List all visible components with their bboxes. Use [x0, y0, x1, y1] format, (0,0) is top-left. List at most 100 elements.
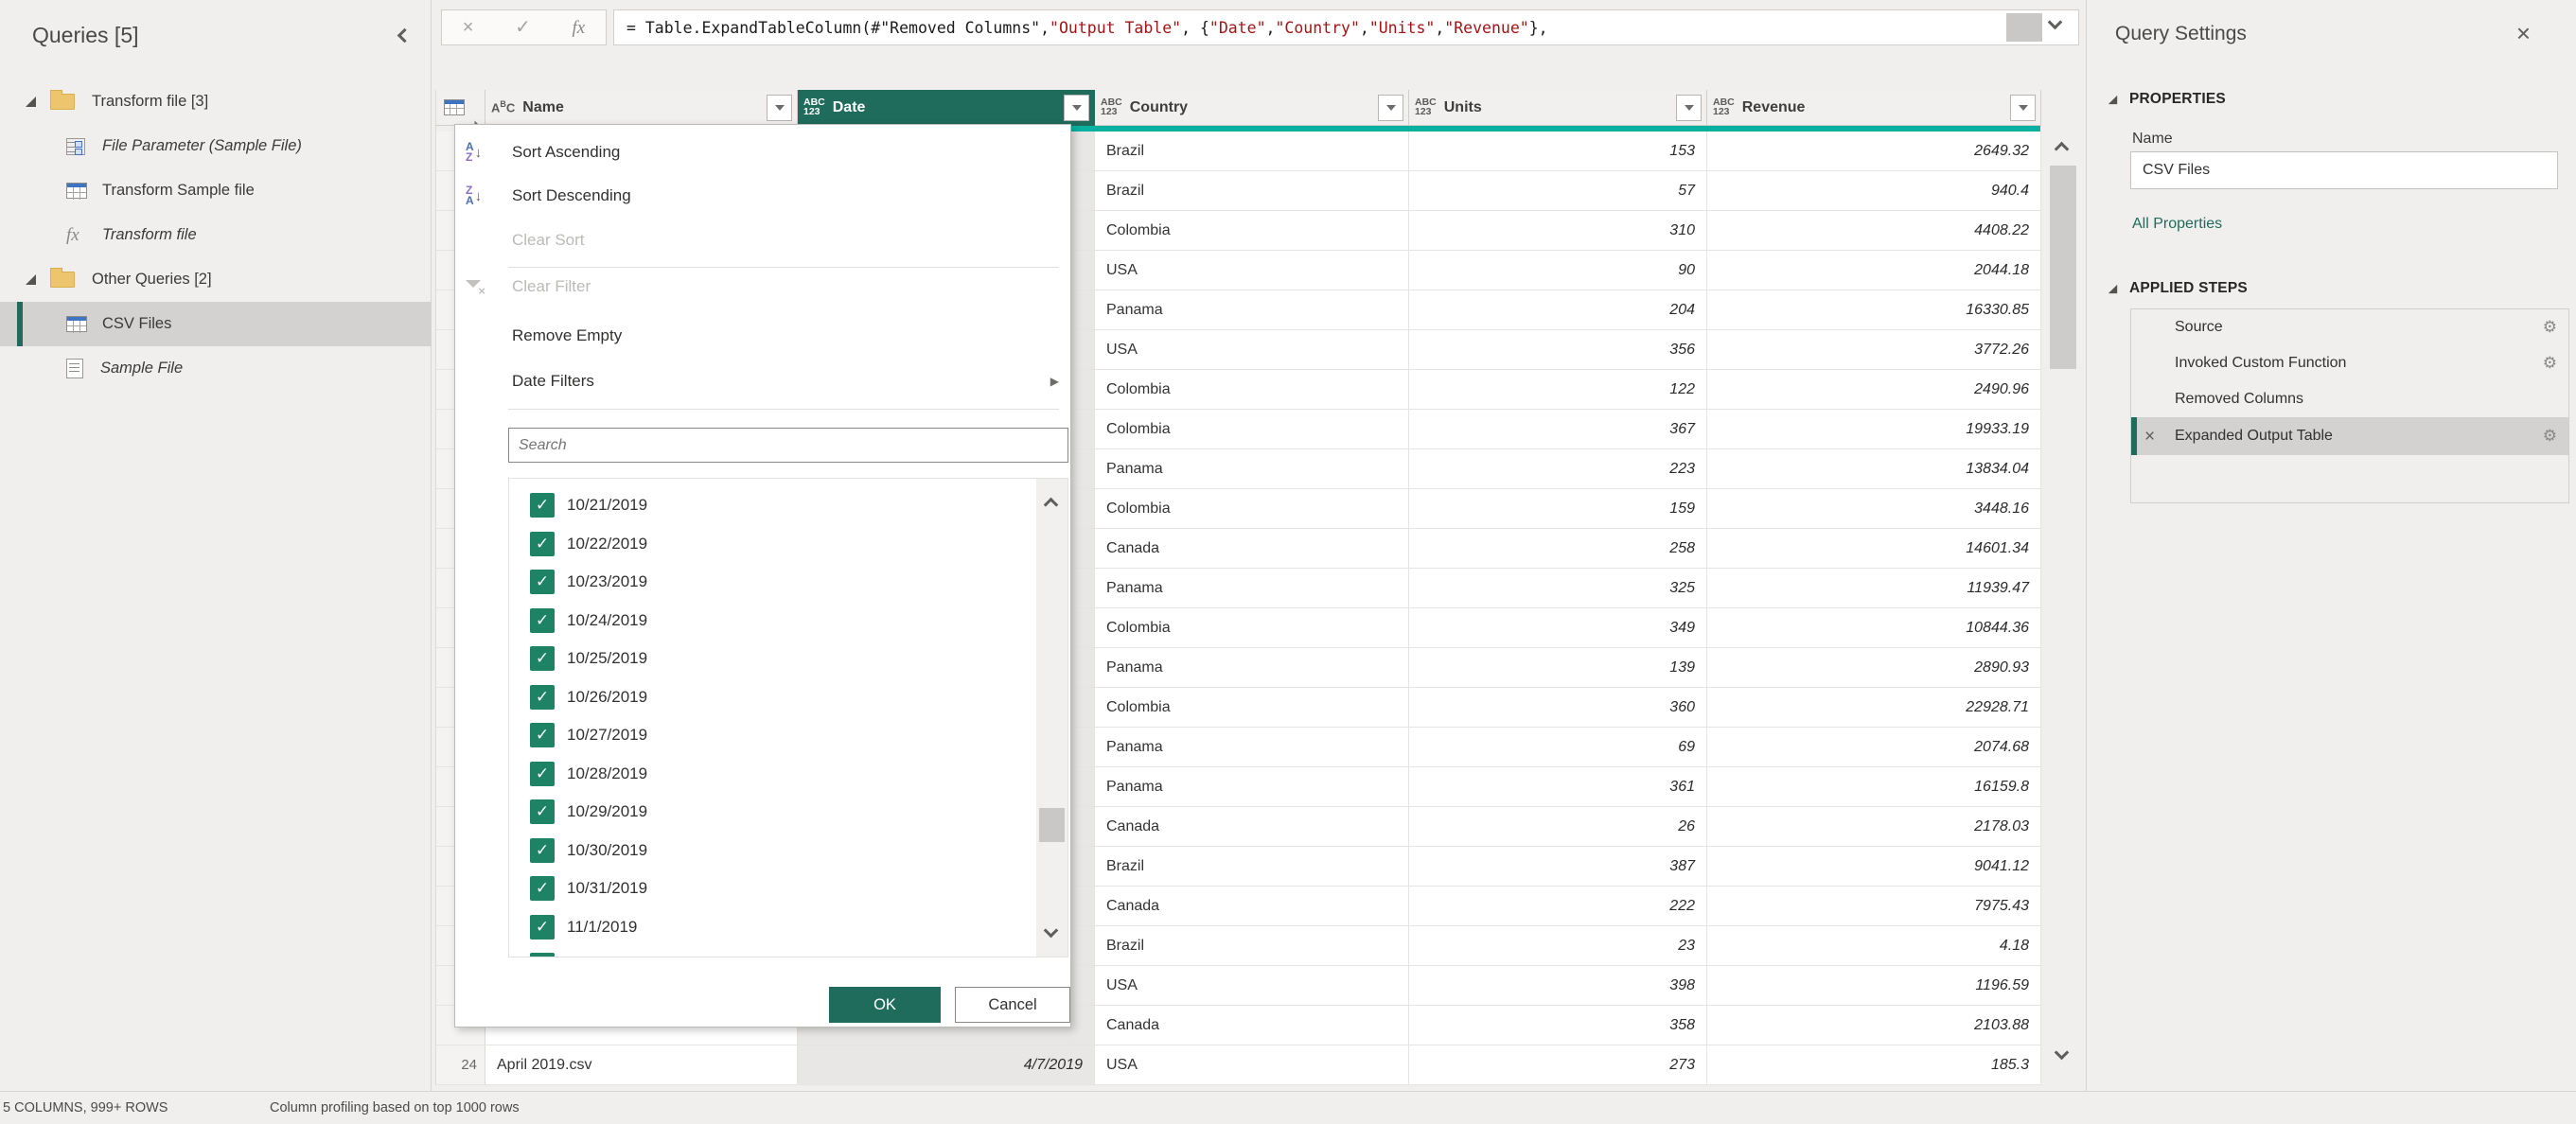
column-header-revenue[interactable]: ABC 123 Revenue [1707, 90, 2041, 126]
queries-tree: Transform file [3] File Parameter (Sampl… [0, 79, 432, 391]
checked-checkbox-icon[interactable]: ✓ [530, 723, 555, 748]
column-quality-bar [436, 126, 2040, 132]
menu-item-clear-filter[interactable]: Clear Filter [455, 269, 1070, 305]
sidebar-group-transform-file[interactable]: Transform file [3] [0, 79, 432, 124]
checked-checkbox-icon[interactable]: ✓ [530, 607, 555, 633]
commit-formula-icon[interactable]: ✓ [515, 17, 531, 38]
applied-steps-section-header[interactable]: APPLIED STEPS [2108, 280, 2248, 297]
query-settings-panel: Query Settings × PROPERTIES Name All Pro… [2086, 0, 2576, 1091]
scroll-down-icon[interactable] [2054, 1045, 2070, 1061]
checked-checkbox-icon[interactable]: ✓ [530, 531, 555, 556]
filter-dropdown-button[interactable] [1378, 95, 1403, 121]
column-row-count-status: 5 COLUMNS, 999+ ROWS [3, 1100, 168, 1115]
filter-date-checkbox-item[interactable]: ✓ 10/27/2019 [509, 716, 1067, 755]
applied-step-removed-columns[interactable]: Removed Columns [2175, 391, 2304, 407]
checked-checkbox-icon[interactable]: ✓ [530, 914, 555, 940]
filter-date-checkbox-item[interactable]: ✓ 10/21/2019 [509, 486, 1067, 525]
column-header-name[interactable]: ABC Name [485, 90, 798, 126]
scroll-down-icon[interactable] [1043, 922, 1059, 939]
scroll-up-icon[interactable] [2054, 141, 2070, 157]
filter-date-checkbox-item[interactable]: ✓ 10/29/2019 [509, 793, 1067, 832]
checked-checkbox-icon[interactable]: ✓ [530, 493, 555, 518]
expand-triangle-icon[interactable] [26, 97, 36, 107]
scroll-up-icon[interactable] [1043, 497, 1059, 513]
gear-icon[interactable]: ⚙ [2542, 354, 2557, 372]
cancel-formula-icon[interactable]: × [462, 17, 474, 38]
filter-date-checkbox-item[interactable]: ✓ 10/28/2019 [509, 755, 1067, 794]
checked-checkbox-icon[interactable]: ✓ [530, 570, 555, 595]
status-bar: 5 COLUMNS, 999+ ROWS Column profiling ba… [0, 1091, 2576, 1124]
filter-date-checkbox-item[interactable]: ✓ 10/30/2019 [509, 832, 1067, 870]
gear-icon[interactable]: ⚙ [2542, 427, 2557, 445]
filter-date-checkbox-item[interactable]: ✓ 10/22/2019 [509, 525, 1067, 564]
checked-checkbox-icon[interactable]: ✓ [530, 837, 555, 863]
queries-panel-title: Queries [5] [32, 23, 139, 47]
filter-dropdown-button[interactable] [1676, 95, 1702, 121]
grid-vertical-scrollbar[interactable] [2047, 132, 2079, 1069]
checked-checkbox-icon[interactable]: ✓ [530, 684, 555, 710]
checked-checkbox-icon[interactable]: ✓ [530, 761, 555, 786]
menu-item-remove-empty[interactable]: Remove Empty [512, 326, 623, 344]
menu-item-sort-descending[interactable]: Z A ↓ Sort Descending [466, 184, 631, 207]
applied-step-source[interactable]: Source ⚙ [2175, 318, 2557, 336]
filter-date-checkbox-item[interactable]: ✓ 10/25/2019 [509, 640, 1067, 678]
sidebar-item-sample-file[interactable]: Sample File [0, 346, 432, 391]
sidebar-item-file-parameter[interactable]: File Parameter (Sample File) [0, 124, 432, 168]
filter-date-checkbox-item[interactable]: ✓ 11/1/2019 [509, 908, 1067, 947]
folder-icon [50, 268, 75, 288]
name-field-label: Name [2132, 131, 2173, 147]
close-icon[interactable]: × [2515, 19, 2531, 47]
filter-value-list: ✓ 10/21/2019 ✓ 10/22/2019 ✓ 10/23/2019 ✓ 10/… [508, 478, 1068, 957]
column-header-units[interactable]: ABC 123 Units [1409, 90, 1707, 126]
query-name-input[interactable] [2130, 151, 2558, 189]
expand-triangle-icon[interactable] [26, 274, 36, 285]
sidebar-item-transform-file[interactable]: fx Transform file [66, 224, 197, 245]
menu-item-sort-ascending[interactable]: A Z ↓ Sort Ascending [466, 140, 621, 164]
properties-section-header[interactable]: PROPERTIES [2108, 91, 2226, 108]
filter-date-checkbox-item[interactable]: ✓ 10/26/2019 [509, 678, 1067, 717]
filter-date-checkbox-item[interactable]: ✓ 10/24/2019 [509, 602, 1067, 641]
document-icon [66, 359, 83, 378]
scrollbar-thumb[interactable] [2050, 166, 2076, 369]
select-all-button[interactable] [436, 90, 485, 126]
menu-item-clear-sort[interactable]: Clear Sort [512, 231, 585, 249]
sidebar-item-csv-files[interactable]: CSV Files [0, 302, 432, 346]
filter-date-checkbox-item[interactable]: ✓11/2/2019 [509, 946, 1067, 957]
fx-icon[interactable]: fx [572, 17, 586, 38]
delete-step-icon[interactable]: × [2144, 426, 2156, 447]
filter-dropdown-button[interactable] [2010, 95, 2036, 121]
sidebar-item-transform-sample-file[interactable]: Transform Sample file [0, 168, 432, 213]
checked-checkbox-icon[interactable]: ✓ [530, 953, 555, 957]
all-properties-link[interactable]: All Properties [2132, 216, 2223, 232]
checked-checkbox-icon[interactable]: ✓ [530, 799, 555, 825]
formula-segment: = Table.ExpandTableColumn(#"Removed Colu… [626, 18, 1050, 37]
formula-input[interactable]: = Table.ExpandTableColumn(#"Removed Colu… [613, 9, 2079, 45]
menu-item-date-filters[interactable]: Date Filters ▶ [512, 372, 1059, 390]
column-header-date[interactable]: ABC 123 Date [798, 90, 1095, 126]
column-header-country[interactable]: ABC 123 Country [1095, 90, 1409, 126]
filter-dropdown-button[interactable] [1064, 95, 1089, 121]
checked-checkbox-icon[interactable]: ✓ [530, 876, 555, 902]
formula-scrollbar-thumb[interactable] [2006, 13, 2042, 42]
expand-triangle-icon[interactable] [2108, 95, 2118, 104]
filter-dropdown-button[interactable] [767, 95, 792, 121]
queries-sidebar: Queries [5] Transform file [3] File Para… [0, 0, 432, 1091]
applied-step-invoked-custom-function[interactable]: Invoked Custom Function ⚙ [2175, 354, 2557, 372]
gear-icon[interactable]: ⚙ [2542, 318, 2557, 336]
filter-date-checkbox-item[interactable]: ✓ 10/23/2019 [509, 563, 1067, 602]
filter-list-scrollbar[interactable] [1036, 479, 1067, 957]
checked-checkbox-icon[interactable]: ✓ [530, 646, 555, 672]
applied-step-expanded-output-table[interactable]: × Expanded Output Table ⚙ [2131, 417, 2568, 455]
any-type-icon: ABC 123 [1101, 97, 1122, 117]
formula-segment: , [1435, 18, 1445, 37]
cancel-button[interactable]: Cancel [955, 987, 1070, 1023]
table-menu-icon [444, 99, 465, 115]
expand-triangle-icon[interactable] [2108, 284, 2118, 293]
scrollbar-thumb[interactable] [1039, 808, 1065, 842]
filter-date-checkbox-item[interactable]: ✓ 10/31/2019 [509, 869, 1067, 908]
ok-button[interactable]: OK [829, 987, 941, 1023]
collapse-sidebar-icon[interactable] [397, 27, 413, 44]
formula-segment: }, [1528, 18, 1548, 37]
sidebar-group-other-queries[interactable]: Other Queries [2] [0, 257, 432, 302]
filter-search-input[interactable] [508, 428, 1068, 463]
